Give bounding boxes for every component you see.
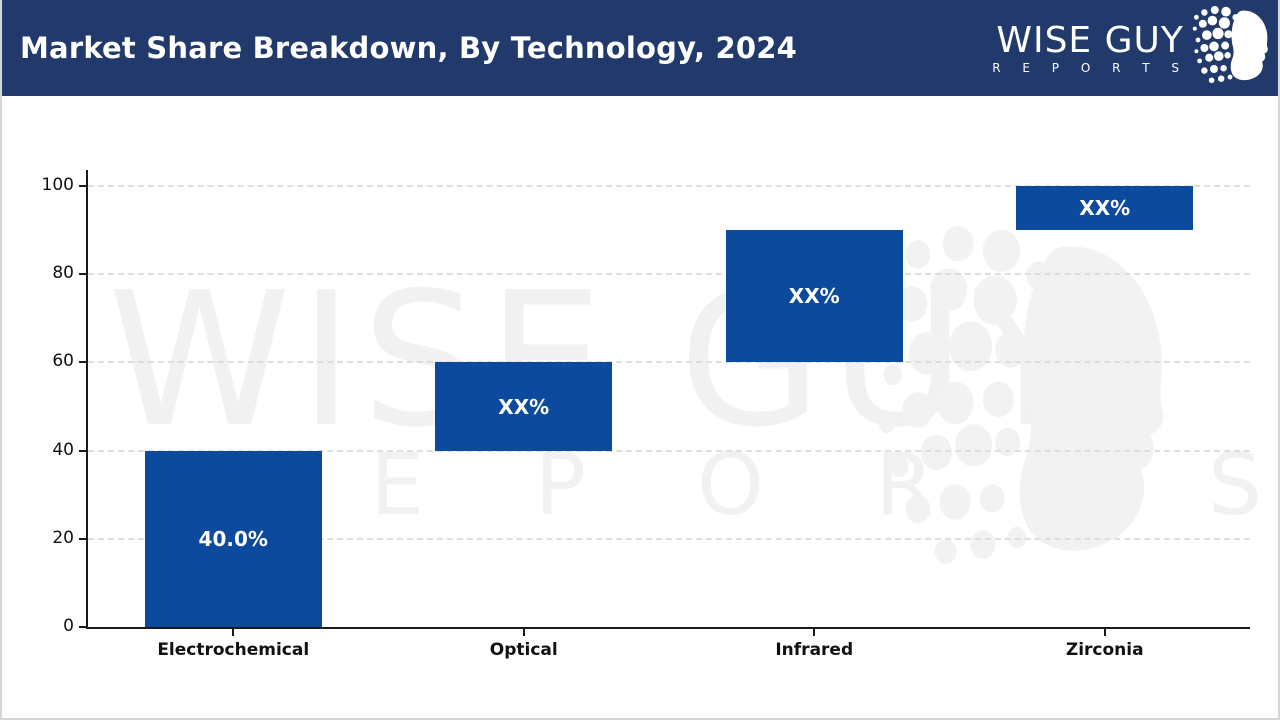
y-tick-mark [79,449,88,452]
y-tick-label: 100 [41,175,74,195]
y-tick-label: 40 [52,439,74,460]
gridline [88,449,1250,452]
watermark-face-icon [872,226,1164,564]
brand-name: WISE GUY [996,19,1184,61]
bar-value-label: 40.0% [198,526,268,551]
y-tick-mark [79,361,88,364]
bar-value-label: XX% [788,284,840,309]
y-tick-mark [79,273,88,276]
bar-infrared [725,230,903,363]
y-tick-mark [79,537,88,540]
gridline [88,273,1250,276]
chart-title: Market Share Breakdown, By Technology, 2… [20,31,798,65]
brand-logo: WISE GUY R E P O R T S [992,6,1270,90]
y-tick-label: 20 [52,527,74,548]
x-axis-label: Zirconia [1065,640,1144,660]
bar-value-label: XX% [498,394,550,419]
gridline [88,537,1250,540]
x-axis-label: Infrared [775,640,854,660]
gridline [88,361,1250,364]
x-tick-mark [813,627,816,636]
x-axis-line [86,627,1250,629]
y-tick-label: 80 [52,263,74,284]
y-tick-mark [79,626,88,628]
brand-logo-text: WISE GUY R E P O R T S [992,21,1188,76]
header-bar: Market Share Breakdown, By Technology, 2… [0,0,1280,96]
x-axis-label: Electrochemical [157,640,310,660]
y-tick-mark [79,185,88,187]
brand-subtitle: R E P O R T S [992,61,1188,76]
x-tick-mark [232,627,235,636]
x-axis-label: Optical [489,640,558,660]
gridline [88,185,1250,187]
bar-optical [435,362,613,451]
y-tick-label: 60 [52,351,74,372]
face-dots-icon [1192,6,1268,84]
y-tick-label: 0 [63,616,74,636]
bar-electrochemical [144,450,322,627]
x-tick-mark [522,627,525,636]
y-axis-line [86,170,88,629]
bar-value-label: XX% [1079,196,1131,221]
x-tick-mark [1103,627,1106,636]
bar-zirconia [1016,186,1194,231]
